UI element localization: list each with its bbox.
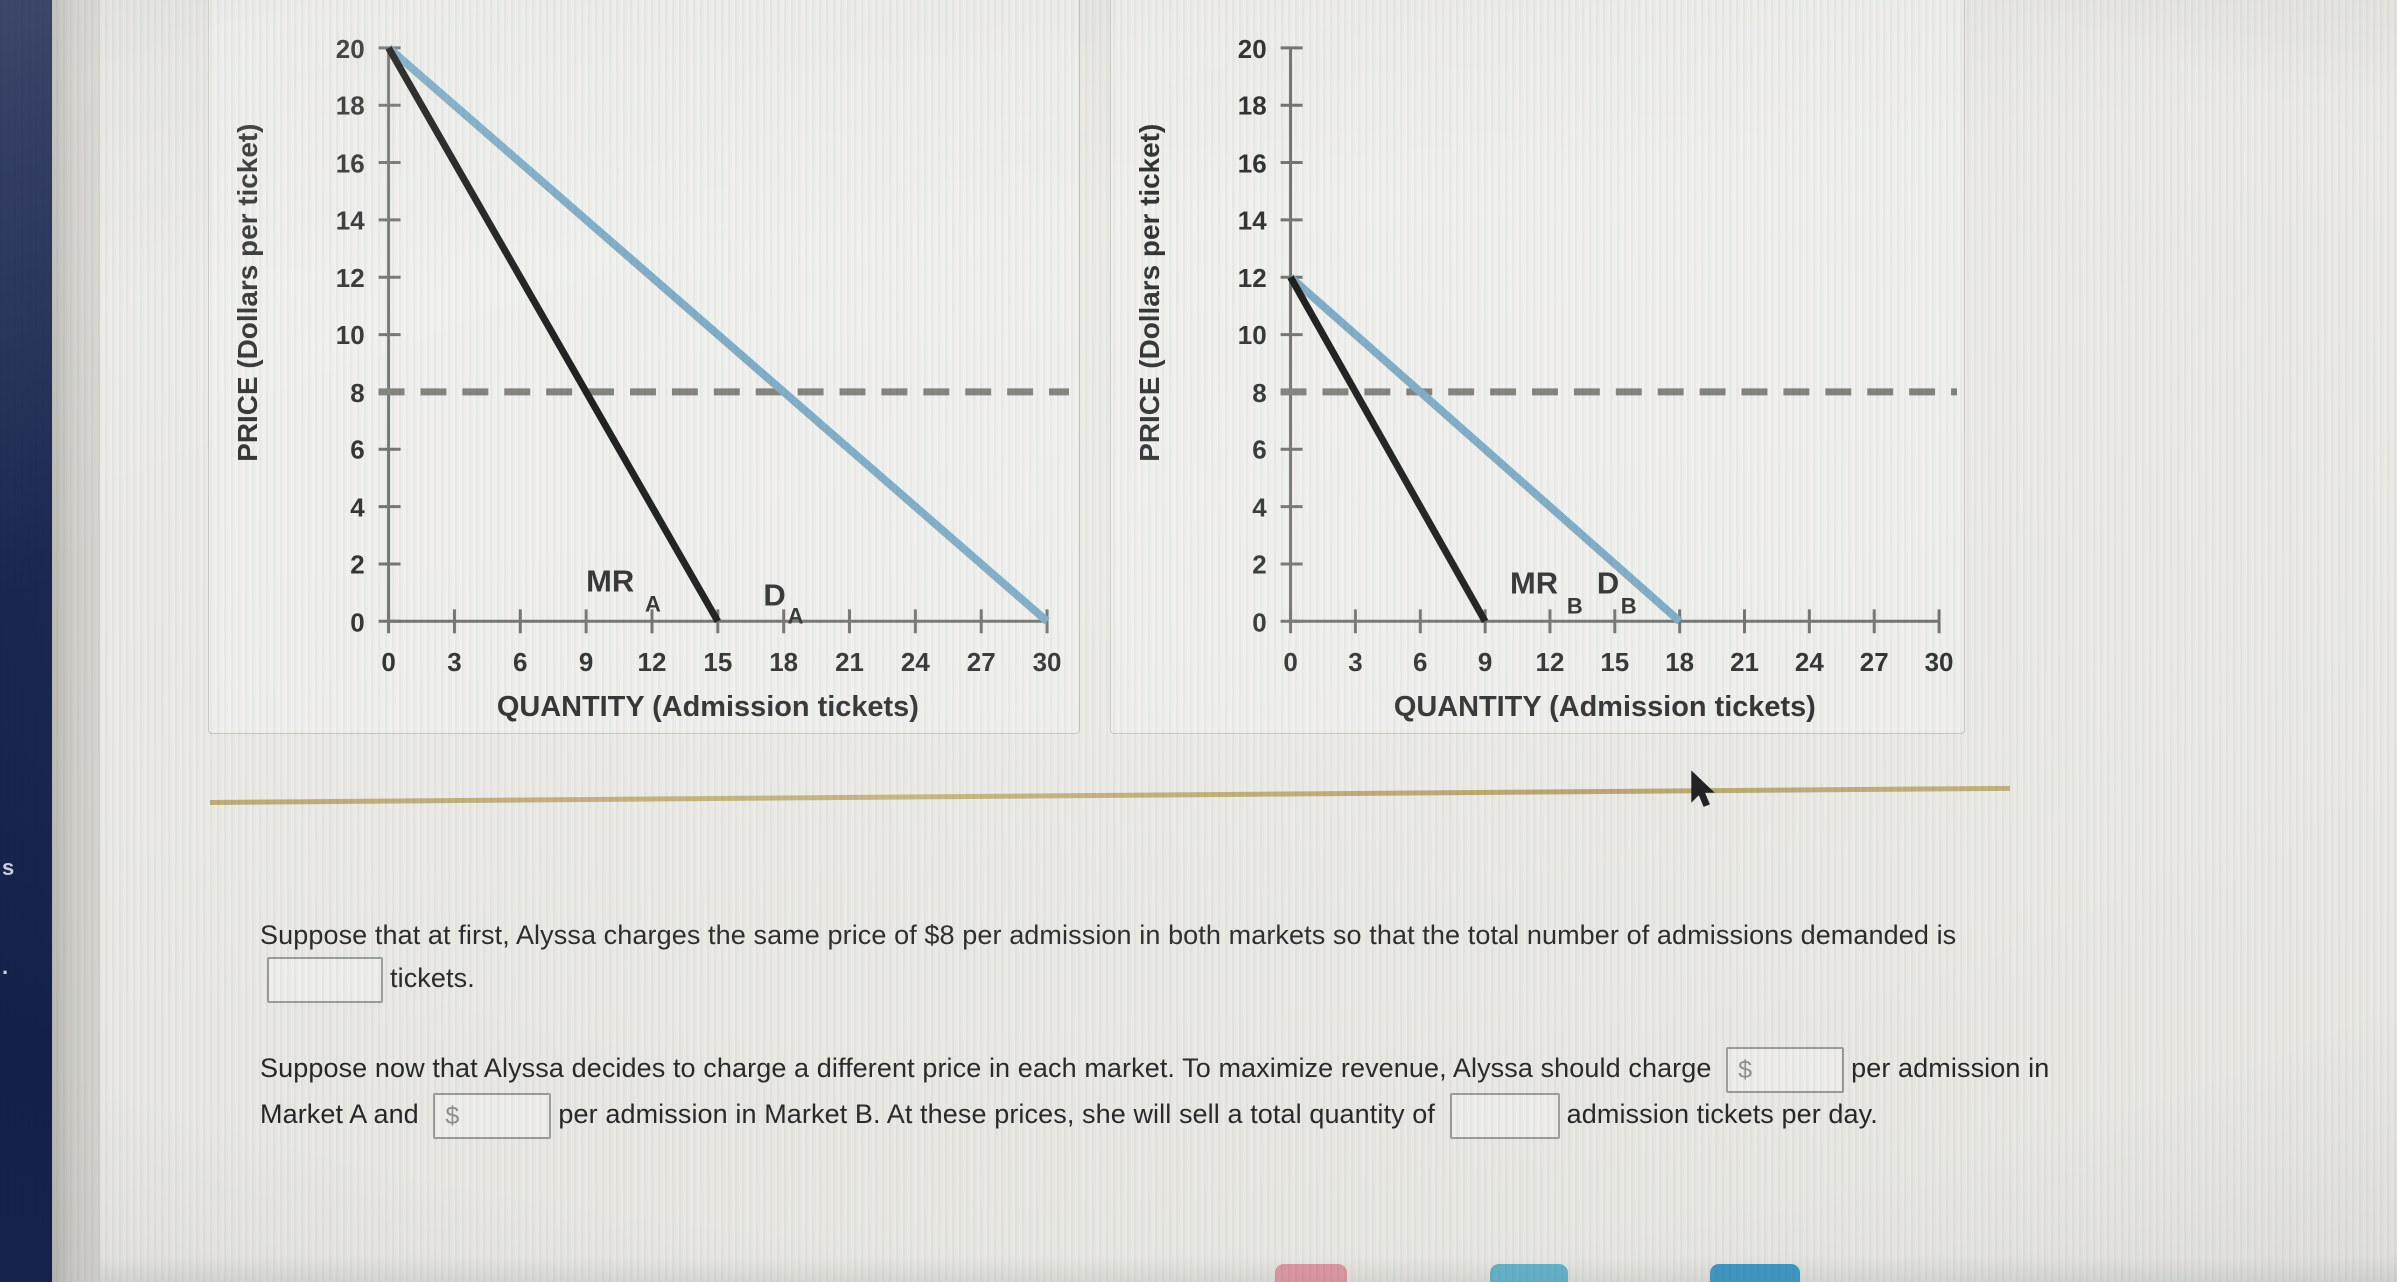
chart-market-b: 0 2 4 6 8 10 12 14 16 18 20 0 3 6 9 12 1… [1134,36,1958,723]
mr-curve-b-sublabel: B [1567,593,1583,618]
bottom-button-3[interactable] [1710,1264,1800,1282]
question-2-text-part5: admission tickets per day. [1566,1098,1878,1129]
demand-curve-a-sublabel: A [788,603,804,628]
q1-total-admissions-input[interactable] [267,956,383,1003]
q2-total-quantity-input[interactable] [1449,1092,1560,1139]
svg-text:18: 18 [1238,93,1267,121]
svg-text:6: 6 [1413,649,1427,677]
x-axis-title: QUANTITY (Admission tickets) [497,691,919,723]
bottom-button-1[interactable] [1275,1264,1347,1282]
svg-text:24: 24 [901,649,930,677]
x-axis-title: QUANTITY (Admission tickets) [1394,691,1816,723]
bottom-button-2[interactable] [1490,1264,1568,1282]
svg-text:16: 16 [336,151,365,179]
svg-text:6: 6 [1252,437,1266,465]
svg-text:8: 8 [350,380,364,408]
y-tick-labels: 0 2 4 6 8 10 12 14 16 18 20 [336,36,365,637]
mr-curve-b-label: MR [1510,565,1558,600]
svg-text:12: 12 [336,265,365,293]
marginal-revenue-curve-b [1287,275,1489,624]
svg-text:12: 12 [1238,265,1267,293]
sidebar-fragment-bottom: · [2,960,10,985]
svg-text:0: 0 [1283,649,1297,677]
x-tick-labels: 0 3 6 9 12 15 18 21 24 27 30 [1283,649,1953,677]
question-1: Suppose that at first, Alyssa charges th… [260,915,2350,1003]
svg-text:20: 20 [336,36,365,64]
svg-text:18: 18 [769,649,798,677]
horizontal-divider-rule [209,785,2010,805]
svg-text:21: 21 [835,649,864,677]
svg-text:0: 0 [1252,609,1266,637]
svg-text:10: 10 [336,322,365,350]
svg-text:14: 14 [336,207,365,235]
svg-text:14: 14 [1238,207,1267,235]
svg-text:16: 16 [1238,151,1267,179]
y-tick-labels: 0 2 4 6 8 10 12 14 16 18 20 [1238,36,1267,637]
svg-text:4: 4 [350,495,365,523]
demand-curve-a [385,44,1050,625]
question-2-text-part1: Suppose now that Alyssa decides to charg… [260,1052,1712,1083]
svg-text:20: 20 [1238,36,1267,64]
demand-curve-b-label: D [1597,565,1619,600]
mr-curve-a-label: MR [586,563,634,598]
svg-text:27: 27 [967,649,996,677]
svg-text:3: 3 [1348,649,1362,677]
svg-text:18: 18 [336,93,365,121]
demand-curve-b [1287,274,1683,625]
demand-curve-b-sublabel: B [1621,593,1637,618]
q2-price-market-b-input[interactable]: $ [433,1092,552,1139]
svg-text:30: 30 [1925,649,1954,677]
svg-text:12: 12 [1536,649,1565,677]
mr-curve-a-sublabel: A [645,591,661,616]
svg-text:24: 24 [1795,649,1824,677]
svg-text:30: 30 [1033,649,1062,677]
x-tick-marks [387,609,1049,634]
dollar-sign-a: $ [1738,1055,1753,1084]
question-1-suffix: tickets. [390,962,475,993]
marginal-revenue-curve-a [385,46,721,624]
svg-text:0: 0 [350,609,364,637]
svg-text:9: 9 [1478,649,1492,677]
svg-text:21: 21 [1730,649,1759,677]
question-2-text-part2: per admission in [1851,1052,2050,1083]
graph-panel-market-b: 0 2 4 6 8 10 12 14 16 18 20 0 3 6 9 12 1… [1110,0,1965,734]
graph-panel-market-a: 0 2 4 6 8 10 12 14 16 18 20 0 3 6 9 12 1… [208,0,1080,734]
mouse-cursor [1691,770,1715,807]
svg-text:6: 6 [513,649,527,677]
x-tick-labels: 0 3 6 9 12 15 18 21 24 27 30 [381,649,1061,677]
question-2-text-part3: Market A and [260,1098,419,1129]
svg-text:3: 3 [447,649,461,677]
y-axis-title: PRICE (Dollars per ticket) [232,124,263,462]
question-2: Suppose now that Alyssa decides to charg… [260,1046,2350,1139]
bottom-toolbar-strip [100,1256,2397,1282]
svg-text:10: 10 [1238,322,1267,350]
sidebar-fragment-top: s [2,855,15,880]
q2-price-market-a-input[interactable]: $ [1726,1046,1845,1093]
question-1-text: Suppose that at first, Alyssa charges th… [260,920,1957,950]
svg-text:27: 27 [1860,649,1889,677]
svg-text:15: 15 [703,649,732,677]
svg-text:12: 12 [638,649,667,677]
dollar-sign-b: $ [445,1101,460,1130]
svg-text:8: 8 [1252,380,1266,408]
demand-curve-a-label: D [763,577,785,612]
svg-text:18: 18 [1665,649,1694,677]
content-page: 0 2 4 6 8 10 12 14 16 18 20 0 3 6 9 12 1… [100,0,2397,1282]
svg-text:15: 15 [1600,649,1629,677]
svg-text:6: 6 [350,437,364,465]
chart-market-a: 0 2 4 6 8 10 12 14 16 18 20 0 3 6 9 12 1… [232,36,1070,723]
svg-text:4: 4 [1252,495,1267,523]
svg-text:0: 0 [381,649,395,677]
svg-text:9: 9 [579,649,593,677]
svg-text:2: 2 [350,551,364,579]
left-sidebar[interactable]: s · [0,0,52,1282]
y-axis-title: PRICE (Dollars per ticket) [1134,124,1165,462]
question-2-text-part4: per admission in Market B. At these pric… [558,1098,1436,1129]
svg-text:2: 2 [1252,551,1266,579]
question-block: Suppose that at first, Alyssa charges th… [260,915,2350,1183]
